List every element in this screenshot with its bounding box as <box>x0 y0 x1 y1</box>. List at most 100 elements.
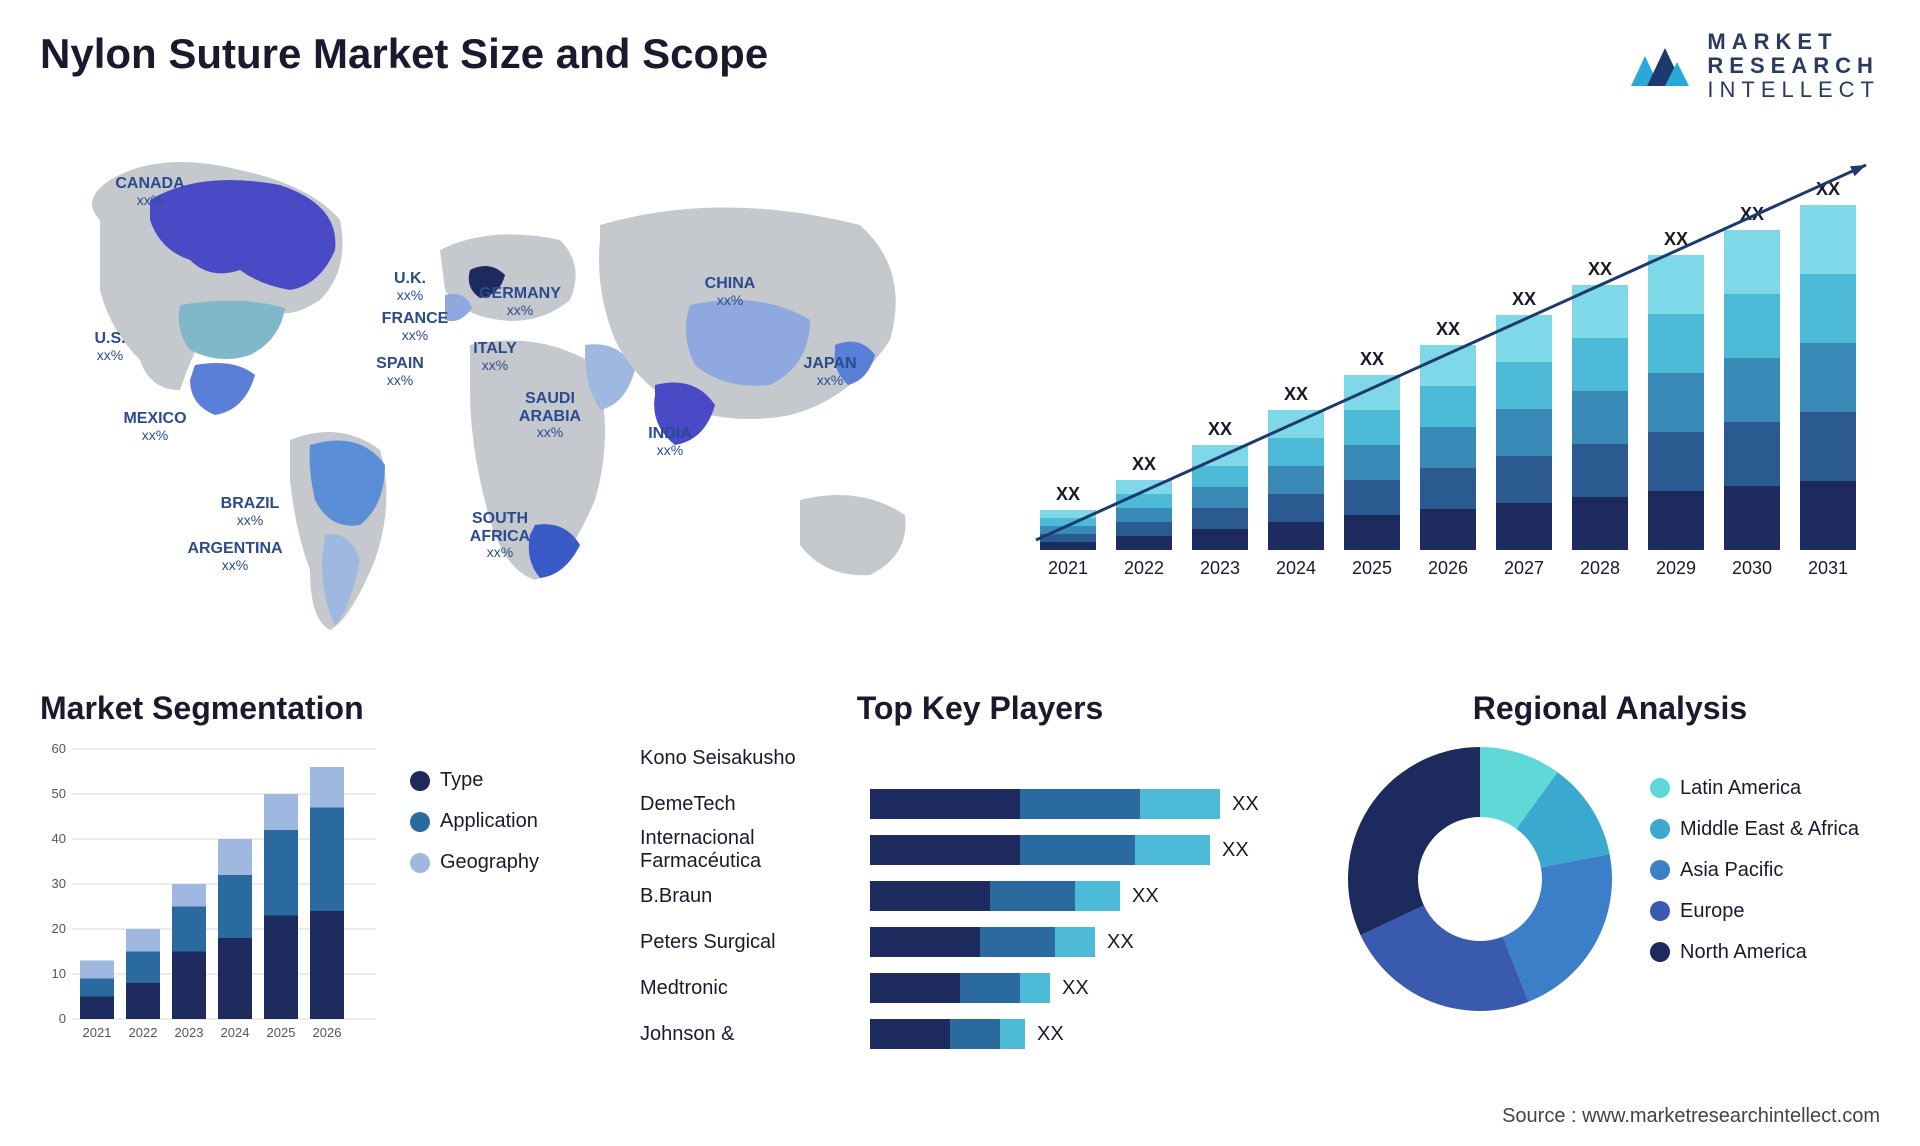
player-bar-segment <box>870 1019 950 1049</box>
player-row: Johnson &XX <box>640 1015 1320 1053</box>
svg-text:60: 60 <box>52 741 66 756</box>
player-bar-segment <box>870 835 1020 865</box>
legend-label: Asia Pacific <box>1680 859 1783 882</box>
year-chart-svg: XX2021XX2022XX2023XX2024XX2025XX2026XX20… <box>1030 150 1880 590</box>
players-title: Top Key Players <box>640 690 1320 727</box>
player-value: XX <box>1232 793 1259 816</box>
legend-item: North America <box>1650 941 1859 964</box>
players-section: Top Key Players Kono Seisakusho DemeTech X… <box>640 690 1320 1061</box>
player-name: Medtronic <box>640 977 870 1000</box>
legend-dot-icon <box>1650 901 1670 921</box>
map-label: ITALYxx% <box>473 340 517 373</box>
player-bar-segment <box>1020 789 1140 819</box>
player-row: DemeTech XX <box>640 785 1320 823</box>
svg-text:30: 30 <box>52 876 66 891</box>
logo-line1: MARKET <box>1707 30 1880 54</box>
player-bar <box>870 881 1120 911</box>
legend-dot-icon <box>1650 778 1670 798</box>
player-bar-segment <box>870 927 980 957</box>
player-bar <box>870 927 1095 957</box>
player-bar <box>870 835 1210 865</box>
svg-text:2030: 2030 <box>1732 558 1772 578</box>
brand-logo: MARKET RESEARCH INTELLECT <box>1625 30 1880 103</box>
world-map: CANADAxx% U.S.xx% MEXICOxx% BRAZILxx% ARGENT… <box>40 130 960 670</box>
segmentation-legend: TypeApplicationGeography <box>410 769 539 892</box>
svg-text:2025: 2025 <box>267 1025 296 1040</box>
map-label: SAUDIARABIAxx% <box>519 390 581 441</box>
map-label: U.S.xx% <box>94 330 125 363</box>
map-label: FRANCExx% <box>382 310 449 343</box>
svg-text:2027: 2027 <box>1504 558 1544 578</box>
svg-text:2031: 2031 <box>1808 558 1848 578</box>
segmentation-chart: 0102030405060202120222023202420252026 <box>40 739 380 1049</box>
player-name: Peters Surgical <box>640 931 870 954</box>
player-value: XX <box>1222 839 1249 862</box>
legend-item: Asia Pacific <box>1650 859 1859 882</box>
legend-item: Europe <box>1650 900 1859 923</box>
players-list: Kono SeisakushoDemeTechXXInternacional F… <box>640 739 1320 1053</box>
legend-dot-icon <box>1650 942 1670 962</box>
legend-label: Type <box>440 769 483 792</box>
legend-label: Application <box>440 810 538 833</box>
map-label: MEXICOxx% <box>123 410 186 443</box>
player-value: XX <box>1037 1023 1064 1046</box>
legend-dot-icon <box>1650 819 1670 839</box>
player-row: B.Braun XX <box>640 877 1320 915</box>
svg-text:XX: XX <box>1360 349 1384 369</box>
legend-dot-icon <box>410 812 430 832</box>
svg-text:50: 50 <box>52 786 66 801</box>
legend-dot-icon <box>1650 860 1670 880</box>
player-value: XX <box>1062 977 1089 1000</box>
svg-text:2028: 2028 <box>1580 558 1620 578</box>
player-row: Peters Surgical XX <box>640 923 1320 961</box>
svg-text:XX: XX <box>1284 384 1308 404</box>
legend-item: Type <box>410 769 539 792</box>
regional-section: Regional Analysis Latin AmericaMiddle Ea… <box>1340 690 1880 1019</box>
legend-dot-icon <box>410 771 430 791</box>
map-label: CANADAxx% <box>115 175 184 208</box>
player-bar-segment <box>870 881 990 911</box>
legend-item: Latin America <box>1650 777 1859 800</box>
map-label: JAPANxx% <box>803 355 856 388</box>
logo-icon <box>1625 36 1695 96</box>
player-bar-segment <box>1020 973 1050 1003</box>
player-name: B.Braun <box>640 885 870 908</box>
svg-text:XX: XX <box>1588 259 1612 279</box>
svg-text:20: 20 <box>52 921 66 936</box>
map-label: BRAZILxx% <box>221 495 280 528</box>
world-map-svg <box>40 130 960 670</box>
player-value: XX <box>1132 885 1159 908</box>
svg-text:2022: 2022 <box>1124 558 1164 578</box>
svg-text:2023: 2023 <box>175 1025 204 1040</box>
map-label: GERMANYxx% <box>479 285 561 318</box>
legend-label: Europe <box>1680 900 1745 923</box>
legend-dot-icon <box>410 853 430 873</box>
source-text: Source : www.marketresearchintellect.com <box>1502 1105 1880 1128</box>
legend-item: Application <box>410 810 539 833</box>
map-label: SOUTHAFRICAxx% <box>470 510 530 561</box>
player-value: XX <box>1107 931 1134 954</box>
player-name: DemeTech <box>640 793 870 816</box>
regional-legend: Latin America Middle East & Africa Asia Pa… <box>1650 777 1859 982</box>
page-title: Nylon Suture Market Size and Scope <box>40 30 768 78</box>
svg-text:XX: XX <box>1132 454 1156 474</box>
svg-text:XX: XX <box>1512 289 1536 309</box>
map-label: ARGENTINAxx% <box>187 540 282 573</box>
player-bar <box>870 1019 1025 1049</box>
svg-text:XX: XX <box>1208 419 1232 439</box>
svg-text:2021: 2021 <box>83 1025 112 1040</box>
svg-text:2023: 2023 <box>1200 558 1240 578</box>
map-label: CHINAxx% <box>705 275 756 308</box>
map-label: U.K.xx% <box>394 270 426 303</box>
svg-text:10: 10 <box>52 966 66 981</box>
legend-label: Latin America <box>1680 777 1801 800</box>
player-bar-segment <box>1000 1019 1025 1049</box>
logo-line3: INTELLECT <box>1707 78 1880 102</box>
svg-text:0: 0 <box>59 1011 66 1026</box>
player-row: Kono Seisakusho <box>640 739 1320 777</box>
player-name: Kono Seisakusho <box>640 747 870 770</box>
player-bar-segment <box>980 927 1055 957</box>
legend-item: Middle East & Africa <box>1650 818 1859 841</box>
svg-text:2026: 2026 <box>1428 558 1468 578</box>
legend-label: North America <box>1680 941 1807 964</box>
